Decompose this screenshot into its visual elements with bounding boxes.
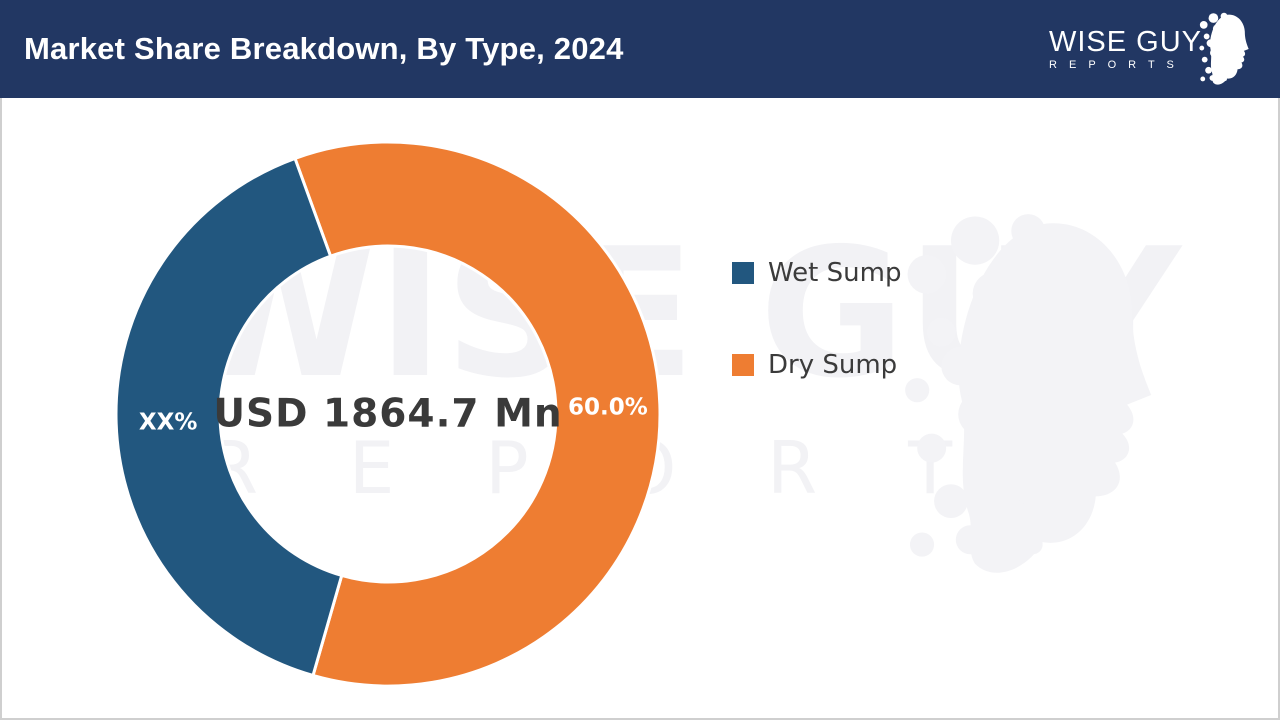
wiseguy-logo: WISE GUY R E P O R T S <box>1049 10 1254 88</box>
legend-item-wet-sump: Wet Sump <box>732 258 901 288</box>
chart-legend: Wet Sump Dry Sump <box>732 258 901 442</box>
legend-item-dry-sump: Dry Sump <box>732 350 901 380</box>
chart-area: WISE GUY R E P O R T S 60.0% XX% USD 1864… <box>0 98 1280 720</box>
legend-swatch <box>732 354 754 376</box>
legend-label: Wet Sump <box>768 258 902 288</box>
donut-segment-dry-sump <box>293 140 662 688</box>
donut-chart-svg: 60.0% XX% <box>114 140 662 688</box>
header-bar: Market Share Breakdown, By Type, 2024 WI… <box>0 0 1280 98</box>
slice-label-wet-sump: XX% <box>139 410 198 436</box>
logo-tagline: R E P O R T S <box>1048 59 1179 72</box>
wiseguy-face-icon <box>1196 10 1254 88</box>
page-title: Market Share Breakdown, By Type, 2024 <box>24 31 624 66</box>
donut-center-value: USD 1864.7 Mn <box>213 391 563 437</box>
logo-text: WISE GUY R E P O R T S <box>1048 25 1202 72</box>
slice-label-dry-sump: 60.0% <box>568 394 648 420</box>
legend-swatch <box>732 262 754 284</box>
logo-name: WISE GUY <box>1048 25 1202 58</box>
donut-segment-wet-sump <box>114 156 344 678</box>
legend-label: Dry Sump <box>768 350 898 380</box>
watermark-face-icon <box>888 202 1178 588</box>
